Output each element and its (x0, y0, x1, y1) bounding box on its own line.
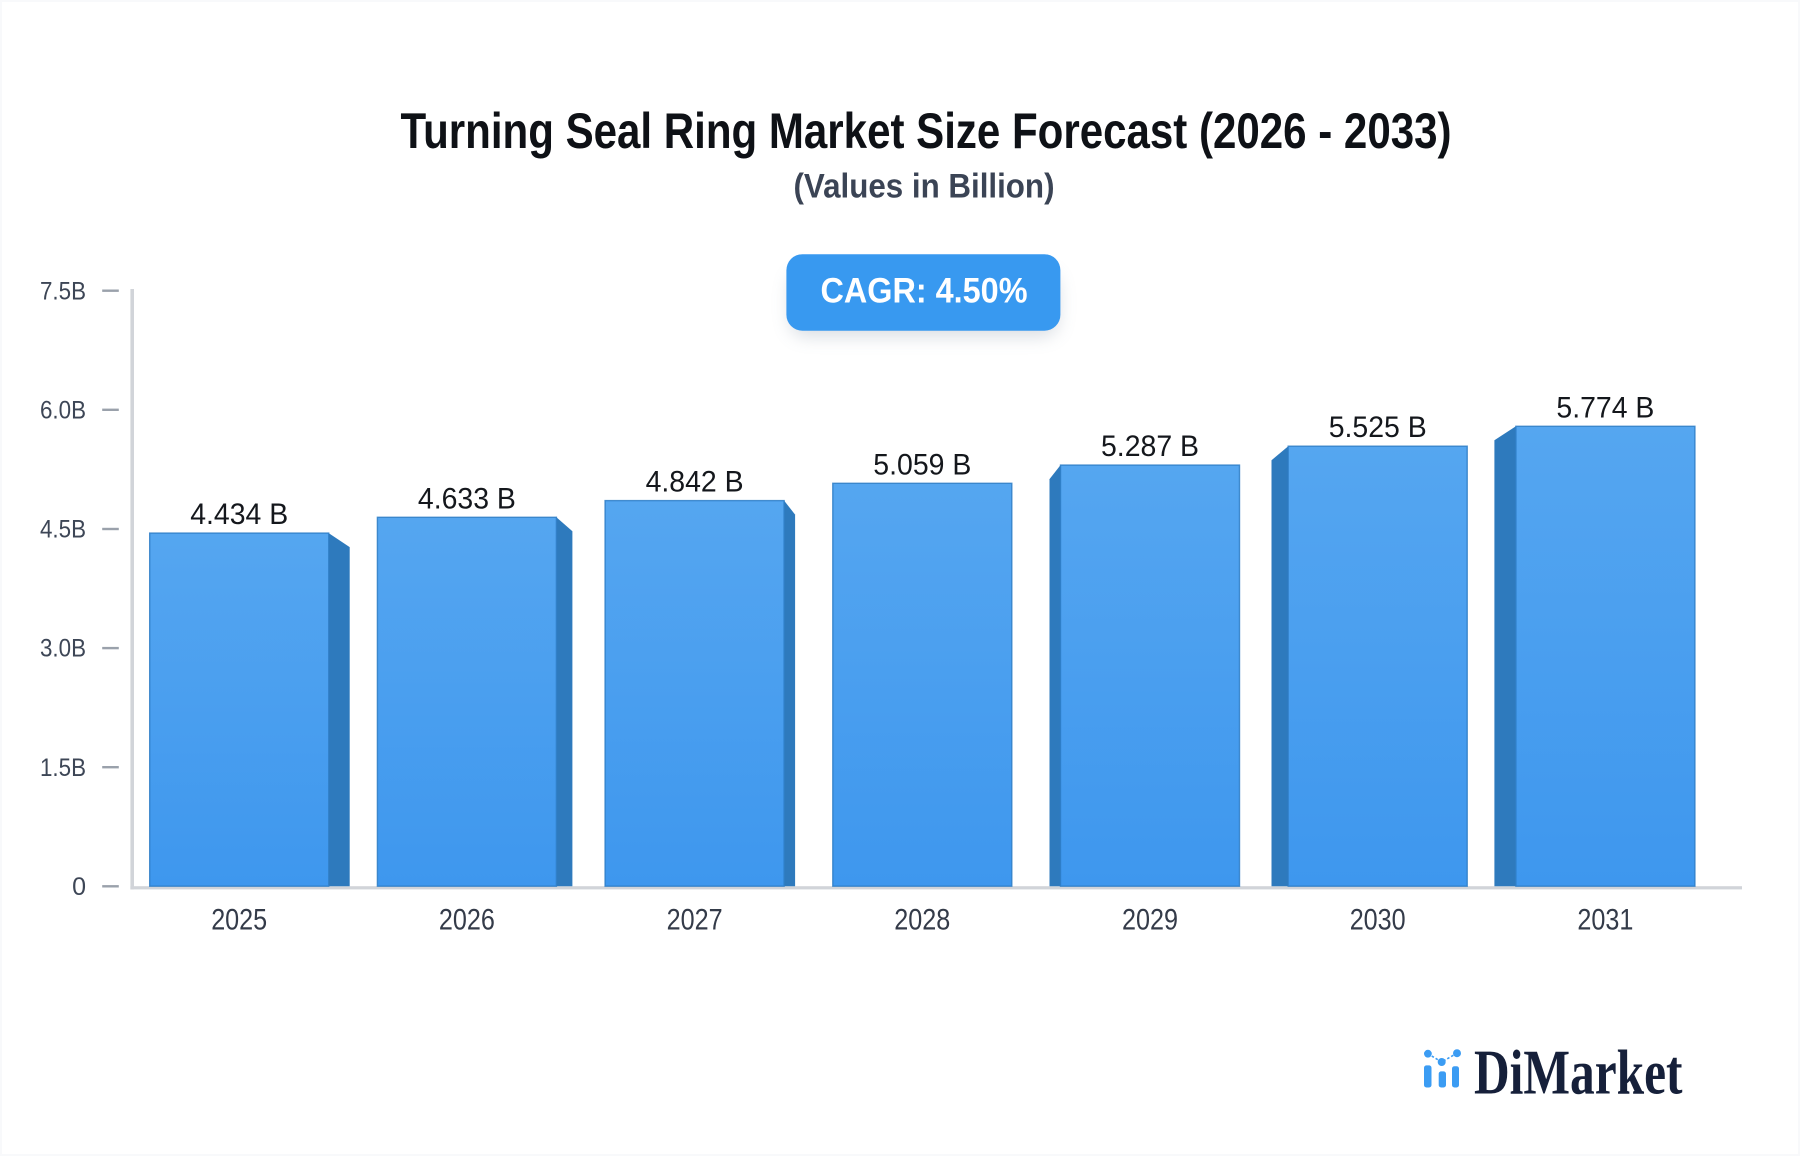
svg-text:CAGR: 4.50%: CAGR: 4.50% (821, 271, 1028, 311)
svg-text:4.842 B: 4.842 B (646, 466, 744, 499)
svg-text:5.774 B: 5.774 B (1556, 391, 1654, 424)
svg-text:5.059 B: 5.059 B (873, 448, 971, 481)
svg-text:2031: 2031 (1577, 904, 1633, 937)
svg-text:2028: 2028 (894, 904, 950, 937)
svg-text:5.287 B: 5.287 B (1101, 430, 1199, 463)
svg-text:Turning Seal Ring Market Size: Turning Seal Ring Market Size Forecast (… (401, 103, 1452, 159)
svg-text:1.5B: 1.5B (40, 754, 86, 782)
svg-text:4.434 B: 4.434 B (190, 498, 288, 531)
svg-text:(Values in Billion): (Values in Billion) (794, 168, 1055, 206)
svg-text:3.0B: 3.0B (40, 635, 86, 663)
svg-text:4.633 B: 4.633 B (418, 482, 516, 515)
svg-text:4.5B: 4.5B (40, 516, 86, 544)
svg-text:2029: 2029 (1122, 904, 1178, 937)
svg-text:7.5B: 7.5B (40, 277, 86, 305)
svg-text:DiMarket: DiMarket (1474, 1037, 1683, 1108)
svg-text:2026: 2026 (439, 904, 495, 937)
svg-text:6.0B: 6.0B (40, 396, 86, 424)
svg-text:2030: 2030 (1350, 904, 1406, 937)
svg-text:2025: 2025 (211, 904, 267, 937)
svg-text:0: 0 (72, 873, 86, 901)
svg-text:5.525 B: 5.525 B (1329, 411, 1427, 444)
svg-text:2027: 2027 (667, 904, 723, 937)
